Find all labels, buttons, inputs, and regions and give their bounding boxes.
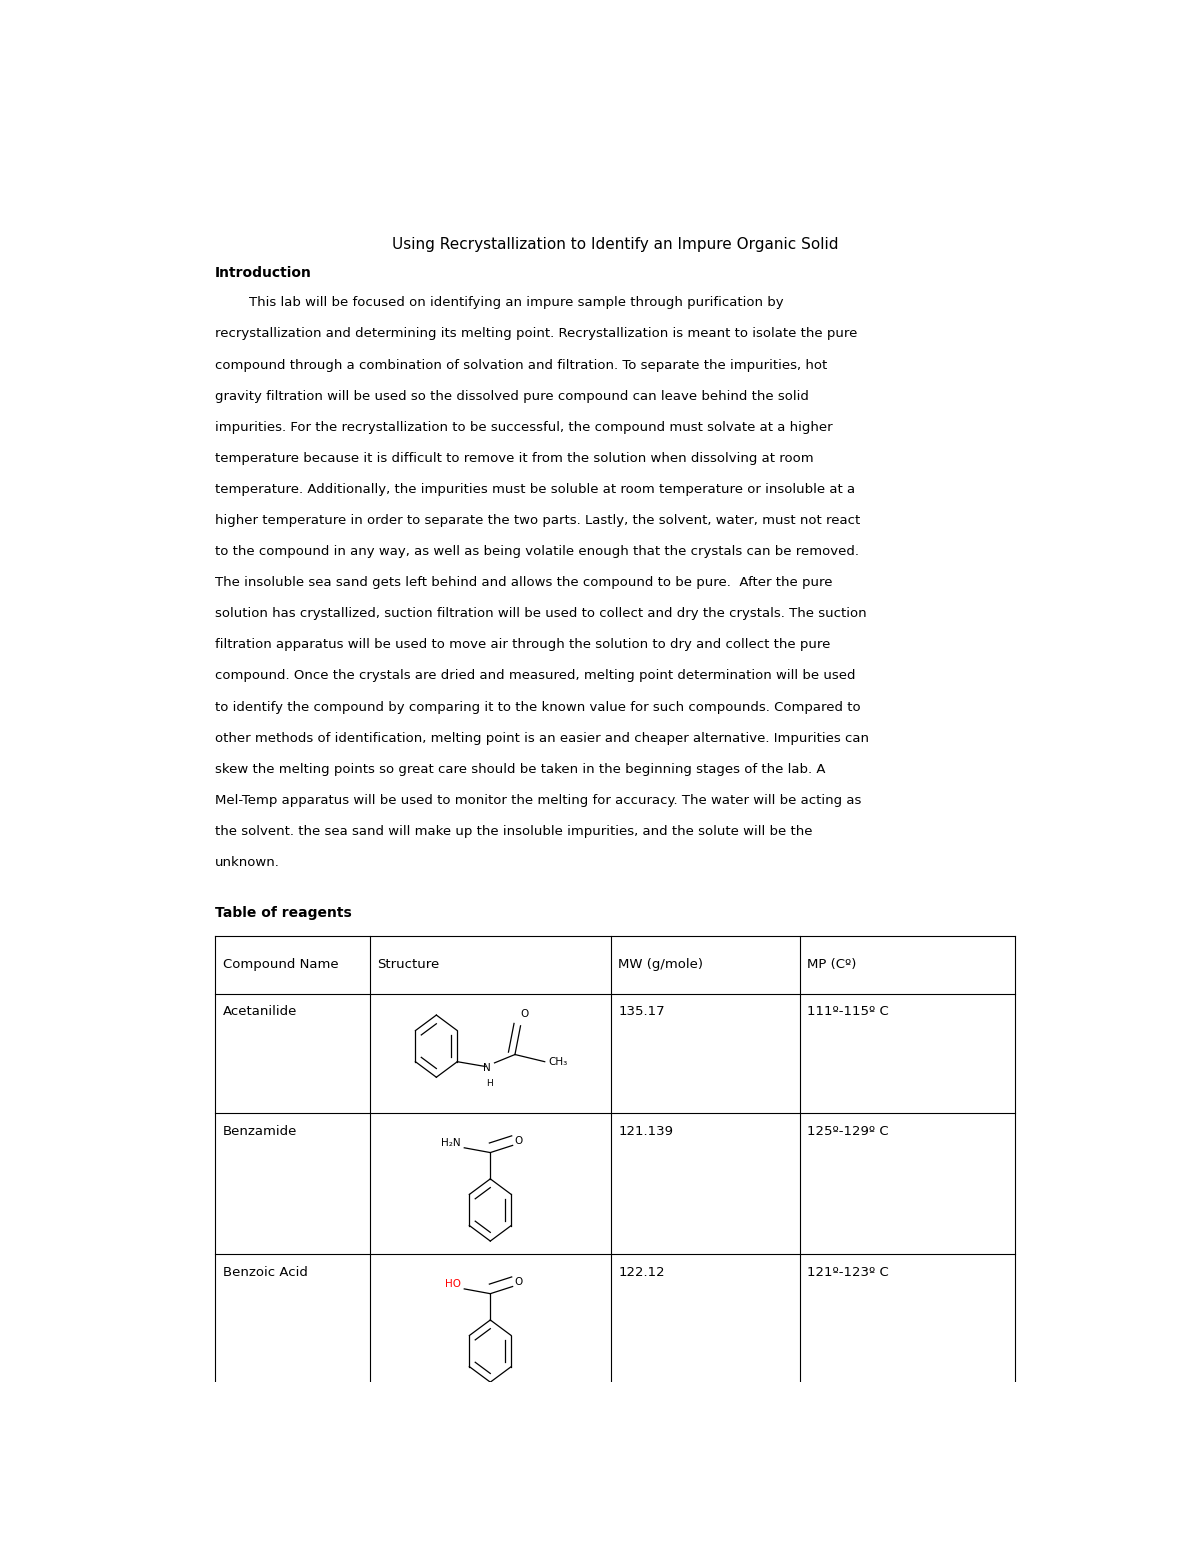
Text: Benzamide: Benzamide [222, 1124, 296, 1138]
Text: 135.17: 135.17 [618, 1005, 665, 1019]
Text: MP (Cº): MP (Cº) [808, 958, 857, 971]
Text: Using Recrystallization to Identify an Impure Organic Solid: Using Recrystallization to Identify an I… [391, 236, 839, 252]
Text: H₂N: H₂N [440, 1138, 461, 1148]
Text: N: N [484, 1062, 491, 1073]
Text: 125º-129º C: 125º-129º C [808, 1124, 889, 1138]
Text: skew the melting points so great care should be taken in the beginning stages of: skew the melting points so great care sh… [215, 763, 826, 776]
Text: temperature because it is difficult to remove it from the solution when dissolvi: temperature because it is difficult to r… [215, 452, 814, 464]
Text: H: H [486, 1079, 493, 1087]
Text: to identify the compound by comparing it to the known value for such compounds. : to identify the compound by comparing it… [215, 700, 860, 713]
Text: Introduction: Introduction [215, 267, 312, 281]
Text: Benzoic Acid: Benzoic Acid [222, 1266, 307, 1280]
Text: O: O [520, 1009, 528, 1019]
Text: Compound Name: Compound Name [222, 958, 338, 971]
Text: 111º-115º C: 111º-115º C [808, 1005, 889, 1019]
Text: unknown.: unknown. [215, 856, 280, 870]
Text: solution has crystallized, suction filtration will be used to collect and dry th: solution has crystallized, suction filtr… [215, 607, 866, 620]
Text: Mel-Temp apparatus will be used to monitor the melting for accuracy. The water w: Mel-Temp apparatus will be used to monit… [215, 794, 862, 808]
Text: Acetanilide: Acetanilide [222, 1005, 296, 1019]
Text: HO: HO [444, 1280, 461, 1289]
Text: the solvent. the sea sand will make up the insoluble impurities, and the solute : the solvent. the sea sand will make up t… [215, 825, 812, 839]
Text: gravity filtration will be used so the dissolved pure compound can leave behind : gravity filtration will be used so the d… [215, 390, 809, 402]
Text: O: O [514, 1135, 522, 1146]
Text: The insoluble sea sand gets left behind and allows the compound to be pure.  Aft: The insoluble sea sand gets left behind … [215, 576, 833, 589]
Text: 121º-123º C: 121º-123º C [808, 1266, 889, 1280]
Text: O: O [514, 1277, 522, 1287]
Text: 122.12: 122.12 [618, 1266, 665, 1280]
Text: compound. Once the crystals are dried and measured, melting point determination : compound. Once the crystals are dried an… [215, 669, 856, 682]
Text: to the compound in any way, as well as being volatile enough that the crystals c: to the compound in any way, as well as b… [215, 545, 859, 558]
Text: compound through a combination of solvation and filtration. To separate the impu: compound through a combination of solvat… [215, 359, 827, 371]
Text: filtration apparatus will be used to move air through the solution to dry and co: filtration apparatus will be used to mov… [215, 638, 830, 651]
Text: impurities. For the recrystallization to be successful, the compound must solvat: impurities. For the recrystallization to… [215, 421, 833, 433]
Text: Structure: Structure [377, 958, 439, 971]
Text: 121.139: 121.139 [618, 1124, 673, 1138]
Text: higher temperature in order to separate the two parts. Lastly, the solvent, wate: higher temperature in order to separate … [215, 514, 860, 526]
Text: MW (g/mole): MW (g/mole) [618, 958, 703, 971]
Text: temperature. Additionally, the impurities must be soluble at room temperature or: temperature. Additionally, the impuritie… [215, 483, 856, 495]
Text: recrystallization and determining its melting point. Recrystallization is meant : recrystallization and determining its me… [215, 328, 858, 340]
Text: CH₃: CH₃ [548, 1056, 568, 1067]
Text: Table of reagents: Table of reagents [215, 907, 352, 921]
Text: This lab will be focused on identifying an impure sample through purification by: This lab will be focused on identifying … [215, 297, 784, 309]
Text: other methods of identification, melting point is an easier and cheaper alternat: other methods of identification, melting… [215, 731, 869, 744]
